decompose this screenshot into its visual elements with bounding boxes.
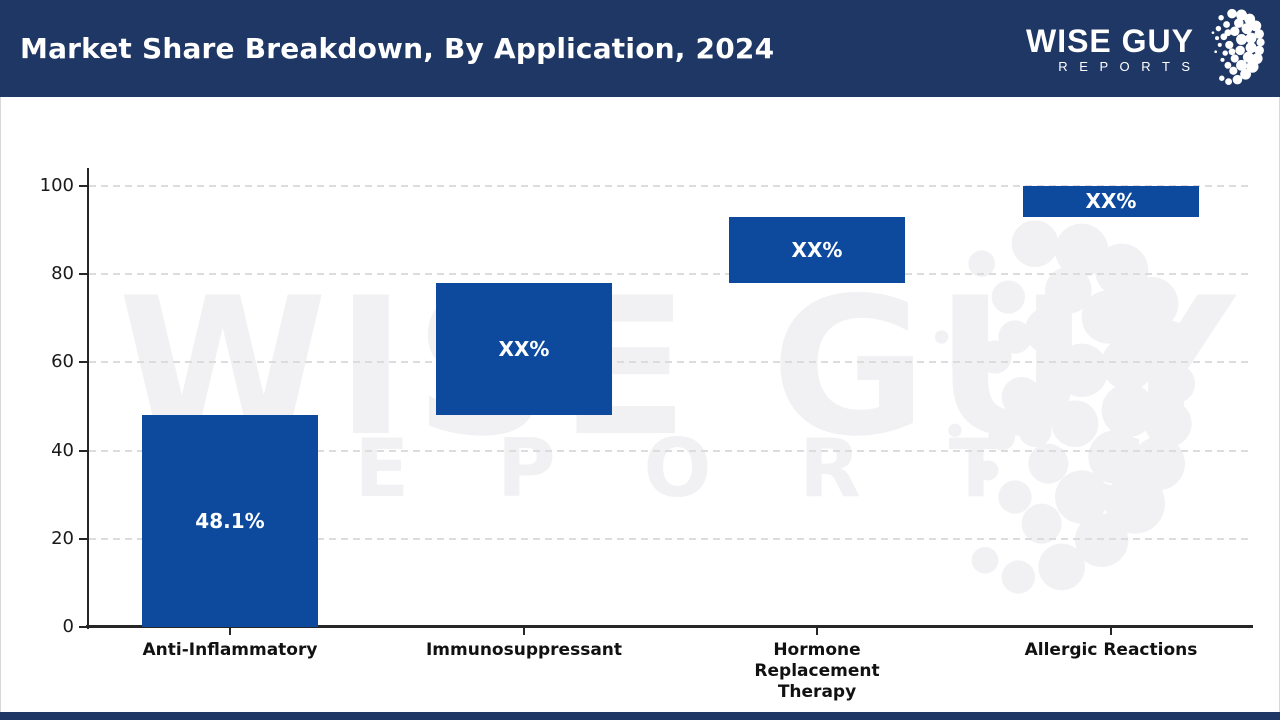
x-tick-mark bbox=[816, 628, 818, 635]
y-tick-mark bbox=[79, 361, 87, 364]
x-category-label: Immunosuppressant bbox=[425, 640, 623, 660]
wise-guy-logo: WISE GUY R E P O R T S bbox=[1026, 8, 1266, 90]
watermark-face-icon bbox=[935, 220, 1195, 594]
x-tick-mark bbox=[523, 628, 525, 635]
x-category-label: Anti-Inflammatory bbox=[142, 640, 318, 660]
bar-value-label: XX% bbox=[1085, 189, 1137, 214]
footer-accent-bar bbox=[0, 712, 1280, 720]
x-category-label: Allergic Reactions bbox=[1024, 640, 1198, 660]
y-tick-mark bbox=[79, 185, 87, 187]
y-tick-mark bbox=[79, 449, 87, 452]
x-category-label: Hormone Replacement Therapy bbox=[754, 640, 880, 702]
logo-wordmark: WISE GUY bbox=[1025, 22, 1194, 59]
gridline bbox=[89, 185, 1253, 187]
y-tick-mark bbox=[79, 273, 87, 276]
bar-anti-inflammatory: 48.1% bbox=[142, 414, 318, 627]
y-tick-mark bbox=[79, 537, 87, 540]
y-tick-label: 100 bbox=[39, 175, 74, 196]
gridline bbox=[89, 449, 1253, 452]
gridline bbox=[89, 537, 1253, 540]
report-header: Market Share Breakdown, By Application, … bbox=[0, 0, 1280, 97]
page-title: Market Share Breakdown, By Application, … bbox=[20, 32, 775, 65]
logo-subtext: R E P O R T S bbox=[1058, 58, 1194, 74]
dotted-face-icon bbox=[1211, 8, 1265, 85]
y-tick-label: 20 bbox=[51, 527, 74, 549]
gridline bbox=[89, 273, 1253, 276]
y-tick-mark bbox=[79, 626, 87, 628]
y-axis-line bbox=[87, 168, 89, 629]
x-tick-mark bbox=[229, 628, 231, 635]
y-tick-label: 0 bbox=[62, 616, 74, 637]
bar-value-label: 48.1% bbox=[195, 508, 265, 533]
bar-hormone-replacement-therapy: XX% bbox=[729, 216, 905, 283]
x-tick-mark bbox=[1110, 628, 1112, 635]
watermark-subtext: R E P O R T S bbox=[205, 422, 1179, 515]
y-tick-label: 80 bbox=[51, 263, 74, 285]
bar-value-label: XX% bbox=[791, 237, 843, 262]
bar-allergic-reactions: XX% bbox=[1023, 186, 1199, 217]
bar-value-label: XX% bbox=[498, 336, 550, 361]
gridline bbox=[89, 361, 1253, 364]
x-axis-line bbox=[86, 625, 1253, 628]
bar-immunosuppressant: XX% bbox=[436, 283, 612, 415]
y-tick-label: 40 bbox=[51, 439, 74, 461]
y-tick-label: 60 bbox=[51, 351, 74, 373]
